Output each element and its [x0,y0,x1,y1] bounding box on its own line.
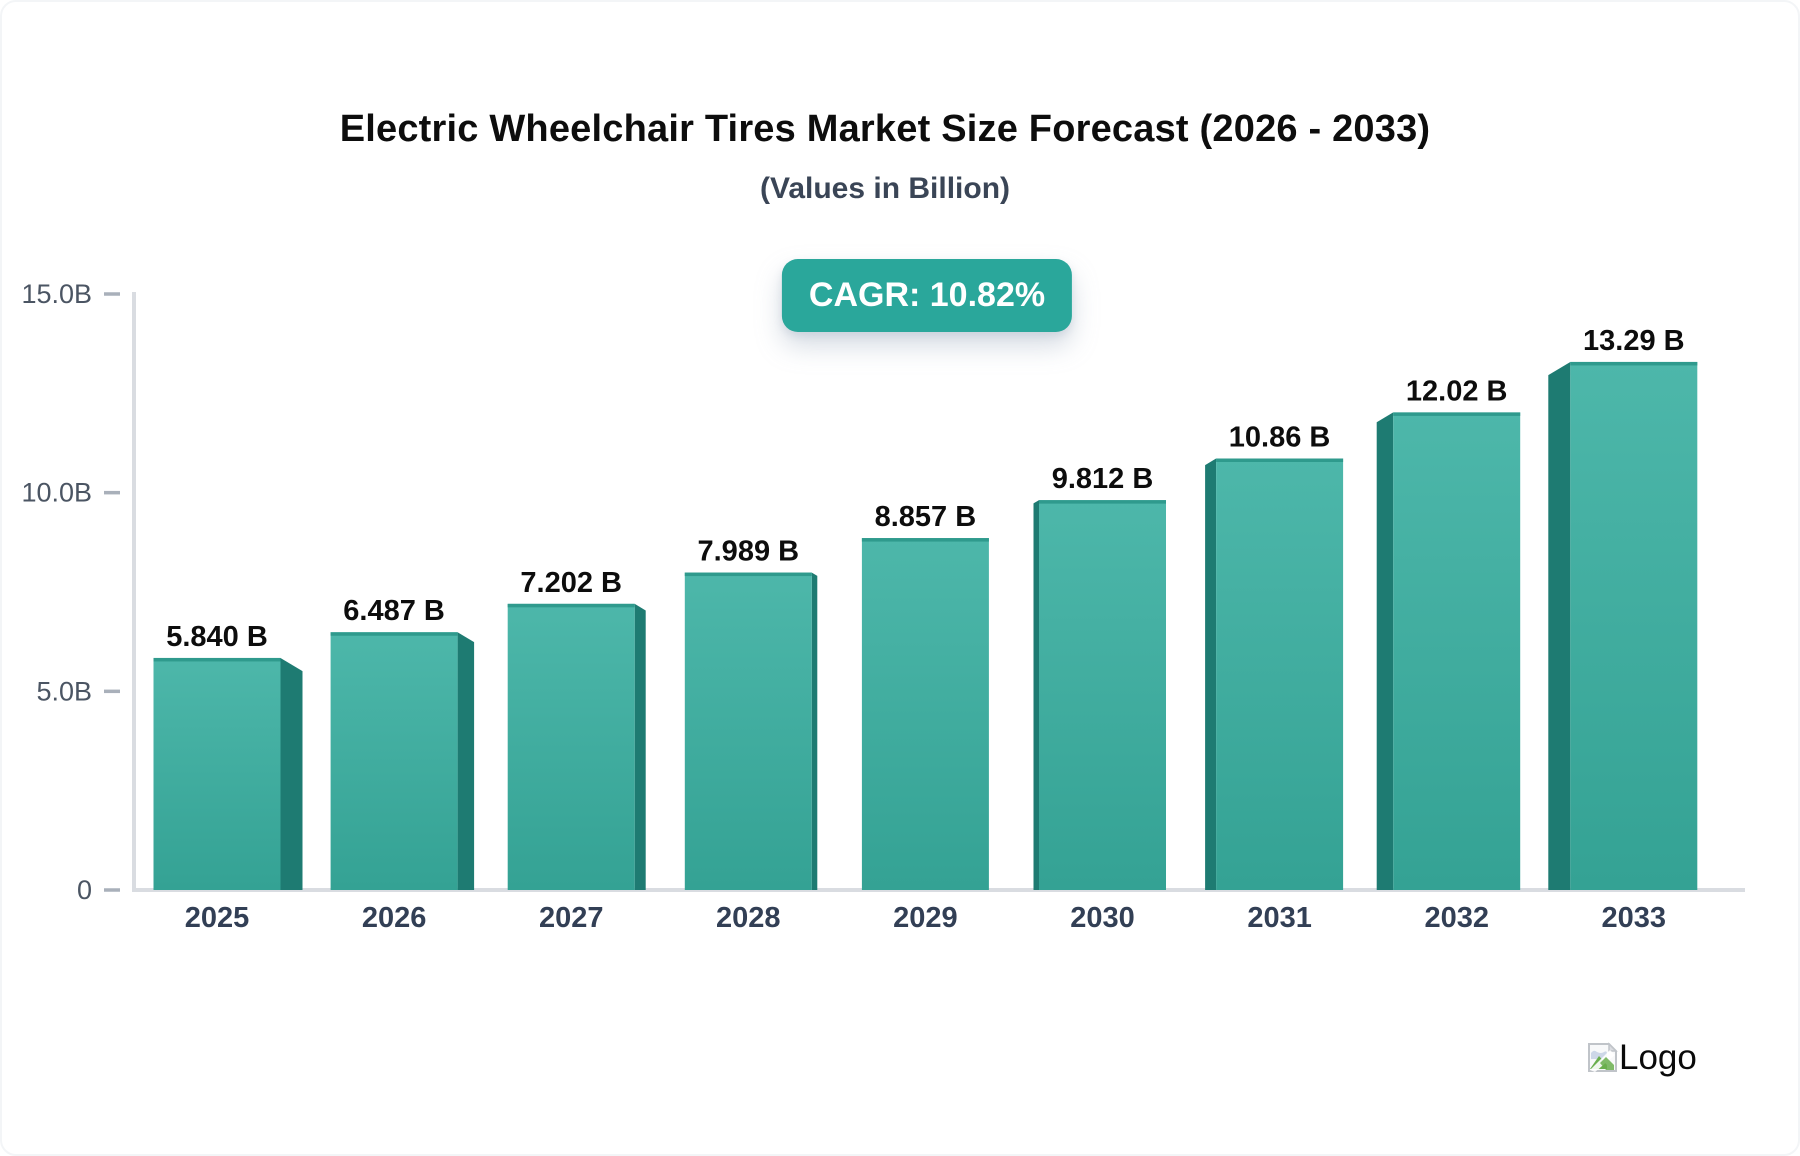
bar-2025: 5.840 B 2025 [153,621,303,934]
chart-subtitle: (Values in Billion) [759,172,1011,205]
x-axis-label: 2032 [1424,902,1489,934]
cagr-badge: CAGR: 10.82% [781,259,1073,332]
bar-value-label: 10.86 B [1229,421,1331,453]
x-axis-label: 2030 [1070,902,1135,934]
x-axis-label: 2025 [185,902,250,934]
bar-value-label: 6.487 B [343,595,445,627]
logo-alt-text: Logo [1619,1038,1697,1077]
bar-value-label: 7.989 B [698,536,800,568]
bar-value-label: 13.29 B [1583,325,1685,357]
bar-2027: 7.202 B 2027 [507,567,646,934]
bar-value-label: 7.202 B [520,567,622,599]
bar-2030: 9.812 B 2030 [1033,463,1166,934]
x-axis-label: 2033 [1602,902,1667,934]
bar-value-label: 12.02 B [1406,375,1508,407]
y-tick-label: 5.0B [36,676,92,706]
x-axis-label: 2031 [1247,902,1312,934]
bar-2029: 8.857 B 2029 [861,501,989,934]
bar-2026: 6.487 B 2026 [330,595,475,934]
x-axis-label: 2026 [362,902,427,934]
bar-value-label: 8.857 B [875,501,977,533]
logo: Logo [1586,1040,1697,1075]
bar-value-label: 5.840 B [166,621,268,653]
chart-title: Electric Wheelchair Tires Market Size Fo… [339,108,1431,150]
bar-2033: 13.29 B 2033 [1548,325,1698,934]
bar-2028: 7.989 B 2028 [684,536,818,934]
bar-2031: 10.86 B 2031 [1205,421,1344,934]
bar-value-label: 9.812 B [1052,463,1154,495]
y-tick-label: 0 [77,875,92,905]
bar-2032: 12.02 B 2032 [1376,375,1521,934]
x-axis-label: 2028 [716,902,781,934]
y-tick-label: 10.0B [21,478,92,508]
broken-image-icon [1588,1042,1618,1072]
x-axis-label: 2029 [893,902,958,934]
x-axis-label: 2027 [539,902,604,934]
y-tick-label: 15.0B [21,279,92,309]
